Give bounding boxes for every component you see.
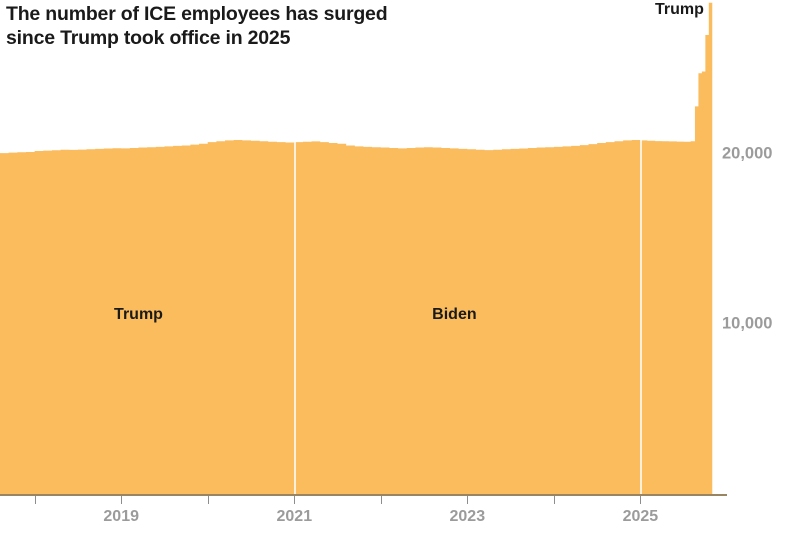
x-axis-tick-2025 bbox=[640, 496, 642, 504]
x-axis-tick-2023 bbox=[467, 496, 469, 504]
x-axis-label-2025: 2025 bbox=[622, 508, 659, 525]
x-axis-label-2023: 2023 bbox=[449, 508, 486, 525]
y-axis-label-10000: 10,000 bbox=[722, 314, 773, 333]
y-axis-label-20000: 20,000 bbox=[722, 144, 773, 163]
area-fill-path bbox=[0, 1, 713, 494]
annotation-trump-first-term: Trump bbox=[114, 305, 163, 323]
administration-divider-2021 bbox=[294, 142, 297, 494]
x-axis-tick-2021 bbox=[294, 496, 296, 504]
x-axis-tick-2019 bbox=[121, 496, 123, 504]
x-axis-label-2019: 2019 bbox=[103, 508, 139, 525]
x-axis-label-2021: 2021 bbox=[276, 508, 313, 525]
annotation-biden: Biden bbox=[432, 305, 477, 323]
x-axis-tick-2024 bbox=[553, 496, 555, 504]
x-axis-tick-2018 bbox=[34, 496, 36, 504]
plot-area bbox=[0, 1, 713, 494]
chart-title: The number of ICE employees has surged s… bbox=[6, 3, 388, 49]
x-axis-line bbox=[0, 494, 727, 496]
area-series-ice-employees bbox=[0, 1, 713, 494]
annotation-trump-second-term: Trump bbox=[654, 1, 704, 19]
x-axis-tick-2022 bbox=[380, 496, 382, 504]
administration-divider-2025 bbox=[640, 140, 643, 494]
x-axis-tick-2020 bbox=[207, 496, 209, 504]
